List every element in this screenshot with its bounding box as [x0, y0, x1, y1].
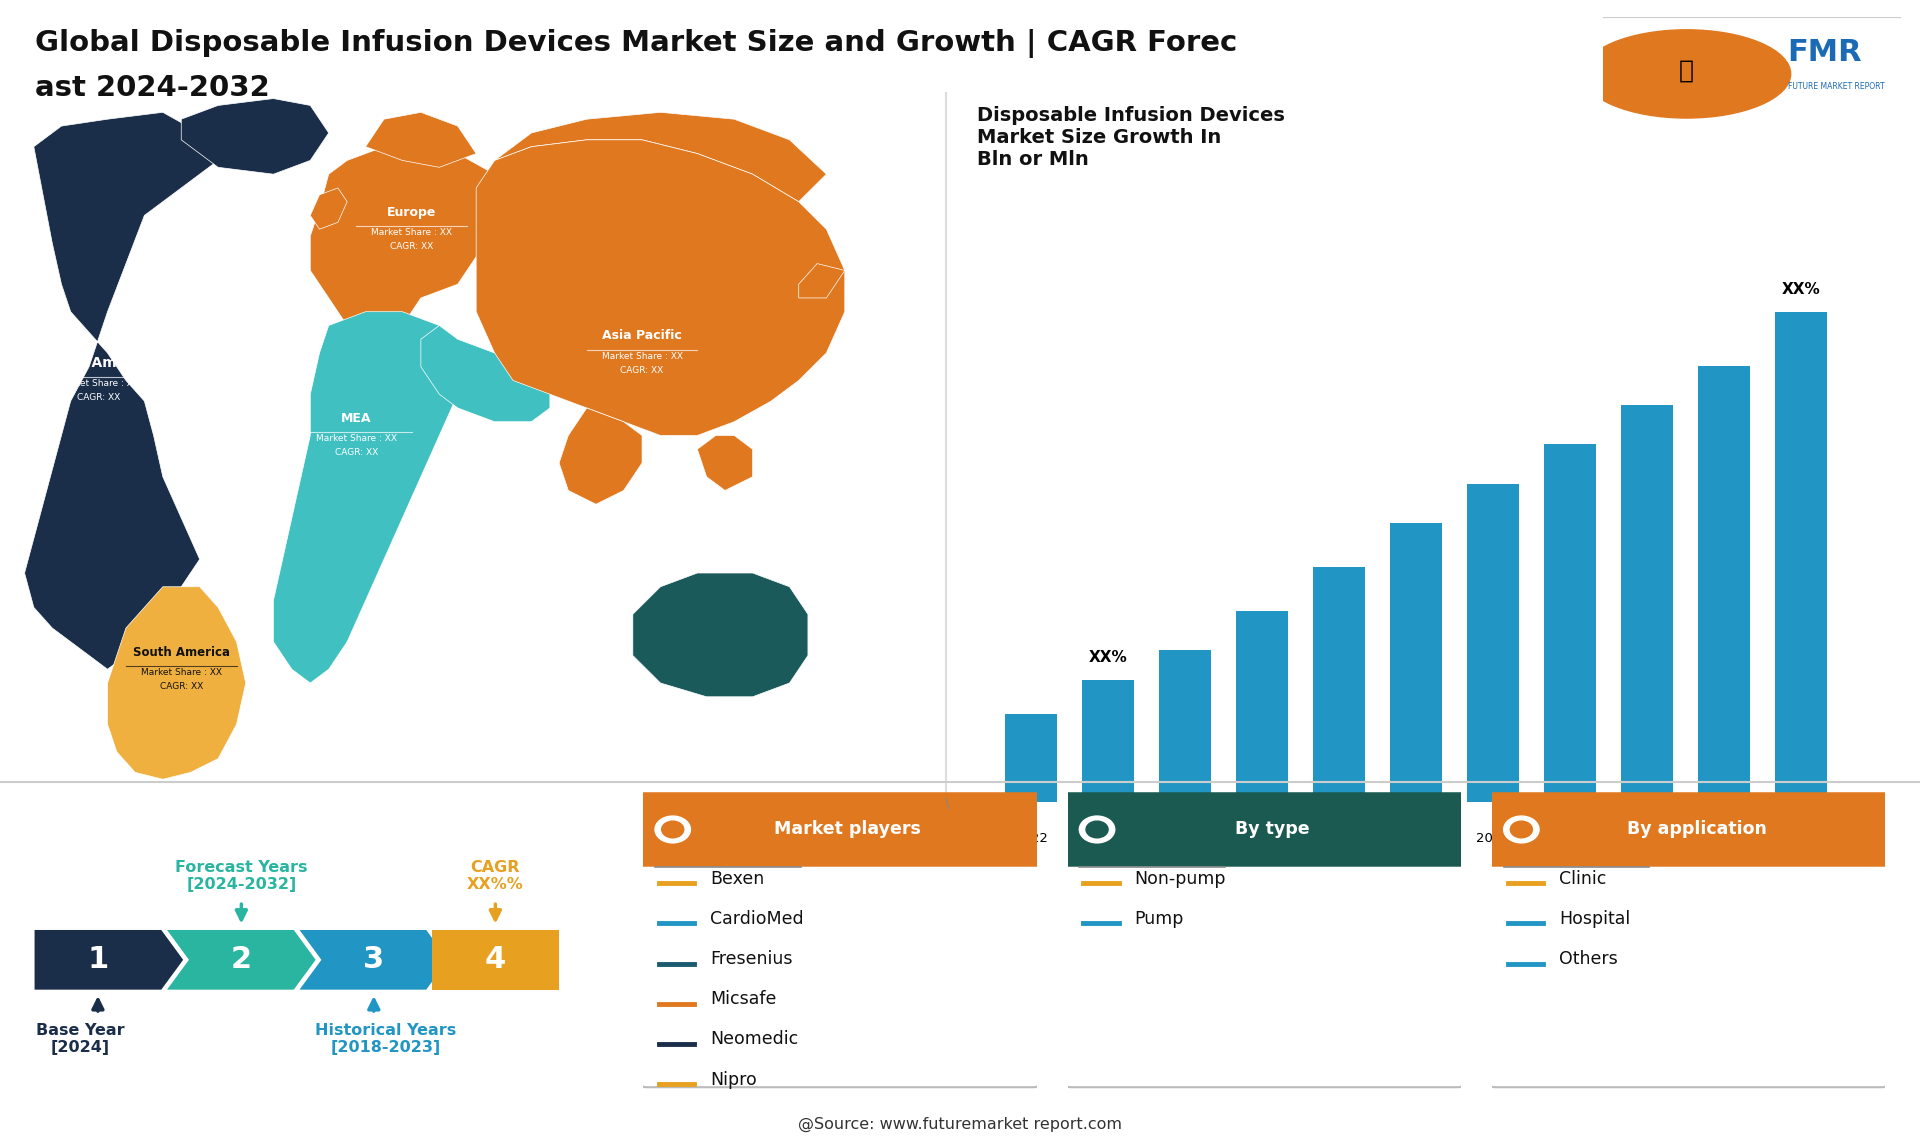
Text: CAGR: XX: CAGR: XX: [620, 366, 664, 375]
Text: Micsafe: Micsafe: [710, 990, 776, 1008]
Circle shape: [1087, 822, 1108, 838]
Text: XX%: XX%: [1782, 282, 1820, 298]
Text: Market Share : XX: Market Share : XX: [371, 228, 451, 237]
Text: 1: 1: [86, 945, 109, 974]
Polygon shape: [476, 140, 845, 435]
Bar: [1774, 312, 1828, 802]
Text: MEA: MEA: [342, 411, 372, 425]
Text: Pump: Pump: [1135, 910, 1185, 928]
Polygon shape: [35, 931, 182, 990]
Text: CAGR: XX: CAGR: XX: [390, 242, 434, 251]
Polygon shape: [559, 408, 641, 504]
Text: Bexen: Bexen: [710, 870, 764, 887]
Polygon shape: [300, 931, 447, 990]
Text: FUTURE MARKET REPORT: FUTURE MARKET REPORT: [1788, 83, 1884, 91]
Circle shape: [1582, 30, 1791, 118]
Text: Forecast Years
[2024-2032]: Forecast Years [2024-2032]: [175, 860, 307, 893]
Text: 2025: 2025: [1246, 832, 1279, 845]
Text: Market Share : XX: Market Share : XX: [601, 352, 682, 361]
Text: Clinic: Clinic: [1559, 870, 1607, 887]
Text: Neomedic: Neomedic: [710, 1030, 799, 1049]
Bar: [1004, 714, 1058, 802]
Text: 2024: 2024: [1167, 832, 1202, 845]
Bar: [1083, 680, 1135, 802]
Text: CAGR
XX%%: CAGR XX%%: [467, 860, 524, 893]
Text: By type: By type: [1235, 821, 1309, 839]
Text: XX%: XX%: [1089, 650, 1127, 665]
Circle shape: [1079, 816, 1116, 843]
Text: 2028: 2028: [1476, 832, 1509, 845]
Bar: [1236, 611, 1288, 802]
Bar: [1160, 650, 1212, 802]
Text: 2030: 2030: [1630, 832, 1665, 845]
Polygon shape: [495, 112, 826, 202]
Polygon shape: [634, 573, 808, 697]
FancyBboxPatch shape: [1054, 792, 1475, 866]
Text: By application: By application: [1626, 821, 1766, 839]
Polygon shape: [273, 312, 457, 683]
Polygon shape: [365, 112, 476, 167]
Text: 2031: 2031: [1707, 832, 1741, 845]
Text: South America: South America: [132, 645, 230, 659]
Text: Historical Years
[2018-2023]: Historical Years [2018-2023]: [315, 1022, 455, 1055]
FancyBboxPatch shape: [1599, 17, 1905, 144]
Text: @Source: www.futuremarket report.com: @Source: www.futuremarket report.com: [799, 1117, 1121, 1132]
Text: Global Disposable Infusion Devices Market Size and Growth | CAGR Forec: Global Disposable Infusion Devices Marke…: [35, 29, 1236, 57]
Text: Europe: Europe: [388, 205, 436, 219]
Bar: [1544, 445, 1596, 802]
FancyBboxPatch shape: [1478, 792, 1899, 866]
Circle shape: [1511, 822, 1532, 838]
Text: Fresenius: Fresenius: [710, 950, 793, 968]
Text: Hospital: Hospital: [1559, 910, 1630, 928]
Text: North America: North America: [42, 356, 156, 370]
Polygon shape: [180, 99, 328, 174]
Text: 2027: 2027: [1400, 832, 1432, 845]
Text: CAGR: XX: CAGR: XX: [159, 682, 204, 691]
Text: ast 2024-2032: ast 2024-2032: [35, 74, 269, 102]
Text: CardioMed: CardioMed: [710, 910, 804, 928]
Text: 2026: 2026: [1323, 832, 1356, 845]
Polygon shape: [311, 188, 348, 229]
Text: 2029: 2029: [1553, 832, 1586, 845]
Polygon shape: [420, 325, 549, 422]
Text: 2032: 2032: [1784, 832, 1818, 845]
Polygon shape: [167, 931, 315, 990]
Text: Market Share : XX: Market Share : XX: [317, 434, 397, 444]
Text: Market players: Market players: [774, 821, 922, 839]
Text: Market Share : XX: Market Share : XX: [58, 379, 138, 388]
Polygon shape: [311, 140, 513, 339]
Text: Asia Pacific: Asia Pacific: [603, 329, 682, 343]
Circle shape: [1503, 816, 1540, 843]
Text: Base Year
[2024]: Base Year [2024]: [36, 1022, 125, 1055]
Polygon shape: [108, 587, 246, 779]
Text: 2: 2: [230, 945, 252, 974]
Bar: [1620, 406, 1672, 802]
Text: Disposable Infusion Devices
Market Size Growth In
Bln or Mln: Disposable Infusion Devices Market Size …: [977, 107, 1284, 170]
Text: Market Share : XX: Market Share : XX: [140, 668, 221, 677]
Bar: [1697, 366, 1749, 802]
Text: Non-pump: Non-pump: [1135, 870, 1227, 887]
Text: Nipro: Nipro: [710, 1070, 756, 1089]
FancyBboxPatch shape: [630, 792, 1050, 866]
Circle shape: [662, 822, 684, 838]
Text: CAGR: XX: CAGR: XX: [77, 393, 119, 402]
Text: /: /: [979, 817, 987, 835]
Text: \: \: [945, 796, 948, 810]
Text: 2023: 2023: [1091, 832, 1125, 845]
Bar: [1313, 567, 1365, 802]
Polygon shape: [799, 264, 845, 298]
Text: 2022: 2022: [1014, 832, 1048, 845]
Bar: [1467, 484, 1519, 802]
Bar: [1390, 523, 1442, 802]
Text: Others: Others: [1559, 950, 1617, 968]
Text: CAGR: XX: CAGR: XX: [334, 448, 378, 457]
Polygon shape: [25, 112, 219, 669]
Polygon shape: [697, 435, 753, 490]
Text: 4: 4: [484, 945, 507, 974]
Text: FMR: FMR: [1788, 38, 1862, 66]
Text: 🔭: 🔭: [1678, 58, 1693, 83]
Text: 3: 3: [363, 945, 384, 974]
Circle shape: [655, 816, 691, 843]
Polygon shape: [432, 931, 559, 990]
